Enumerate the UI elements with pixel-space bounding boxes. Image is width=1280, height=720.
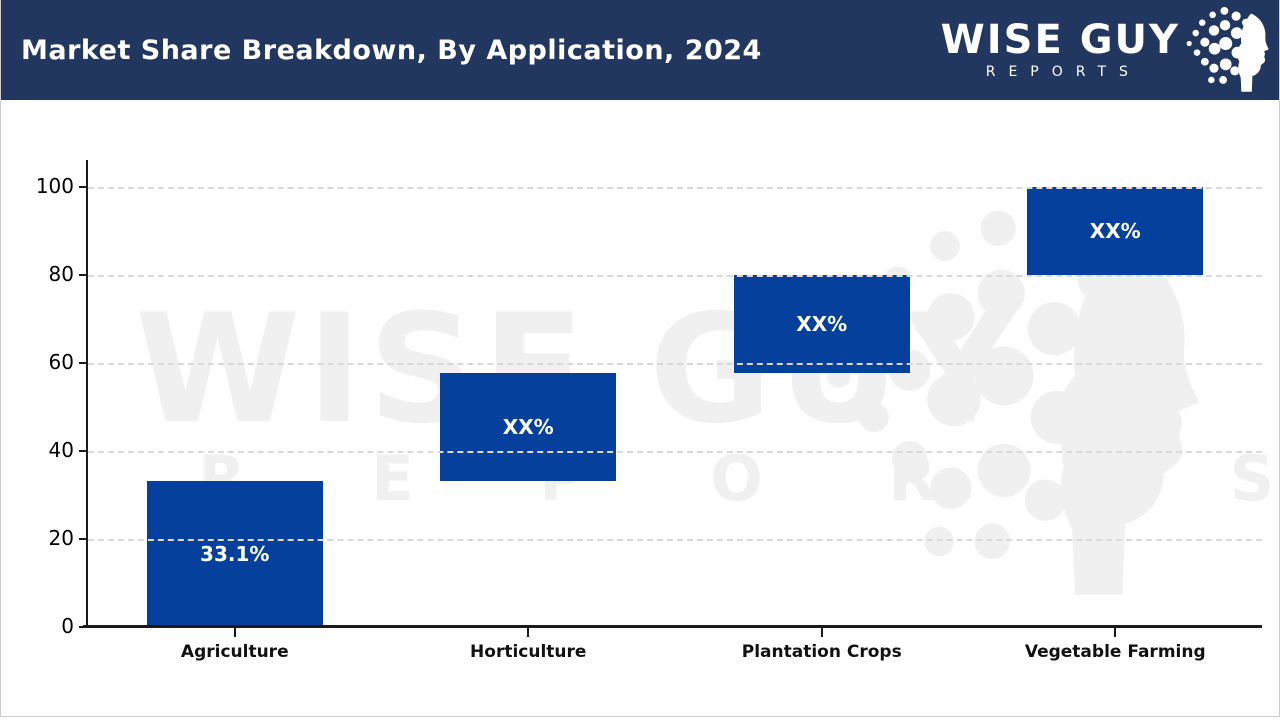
x-axis-tick [1114,628,1117,637]
plot-area: 0 20 40 60 80 100 33.1% XX% XX% XX% Agriculture Hor… [36,160,1262,662]
y-axis-tick [79,538,86,540]
y-axis-tick [79,274,86,276]
logo-text: WISE GUY REPORTS [941,20,1180,80]
gridline [88,187,1262,189]
gridline [88,539,1262,541]
bar-vegetable-farming: XX% [1027,187,1204,275]
x-axis-line [83,625,1262,628]
page-title: Market Share Breakdown, By Application, … [21,34,762,66]
y-axis-tick [79,362,86,364]
y-axis-tick-label: 60 [48,350,74,374]
bar-horticulture: XX% [440,373,617,482]
x-axis-label: Plantation Crops [741,642,902,662]
bar-value-label: XX% [796,312,848,337]
y-axis-line [86,160,88,627]
bar-plantation-crops: XX% [733,275,910,374]
x-axis-tick [233,628,236,637]
bar-value-label: 33.1% [200,542,270,567]
bar-value-label: XX% [1089,219,1141,243]
y-axis-tick-label: 20 [48,526,74,550]
y-axis-tick-label: 0 [61,614,74,638]
x-axis-label: Vegetable Farming [1024,642,1206,662]
wiseguy-face-icon [1184,7,1270,93]
x-axis-label: Horticulture [470,642,587,662]
logo-subtitle: REPORTS [985,64,1141,80]
x-axis-tick [820,628,823,637]
y-axis-tick-label: 80 [48,262,74,286]
y-axis-tick-label: 100 [35,174,74,198]
y-axis-tick [79,186,86,188]
y-axis-tick-label: 40 [48,438,74,462]
wiseguy-reports-logo: WISE GUY REPORTS [941,7,1280,93]
x-axis-label: Agriculture [180,642,289,662]
logo-wordmark: WISE GUY [940,17,1180,63]
gridline [88,451,1262,453]
y-axis-tick [79,450,86,452]
x-axis-tick [527,628,530,637]
gridline [88,363,1262,365]
gridline [88,275,1262,277]
y-axis-tick [79,626,86,628]
bar-value-label: XX% [502,415,554,440]
header-bar: Market Share Breakdown, By Application, … [0,0,1280,100]
bar-agriculture: 33.1% [146,481,323,627]
